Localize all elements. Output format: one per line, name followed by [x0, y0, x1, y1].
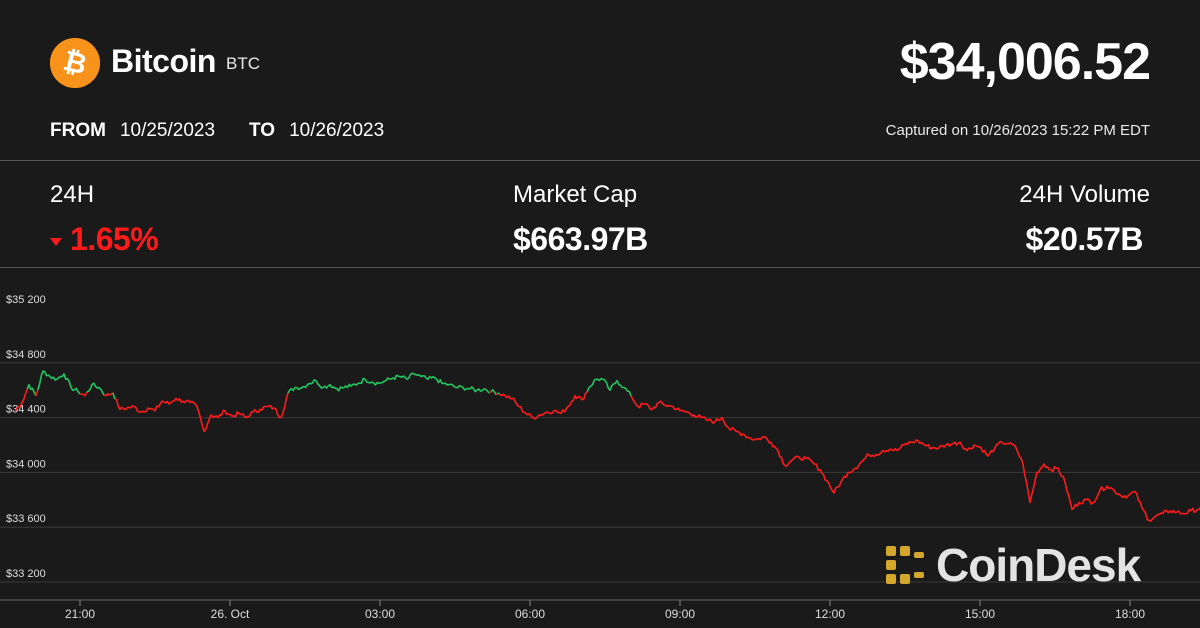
header: ₿ Bitcoin BTC $34,006.52 FROM 10/25/2023… — [0, 0, 1200, 160]
x-tick-label: 12:00 — [815, 607, 845, 621]
change-value: 1.65% — [50, 221, 159, 258]
series-segment-down — [495, 392, 499, 396]
series-segment-down — [499, 391, 588, 420]
divider — [0, 160, 1200, 161]
x-tick-label: 09:00 — [665, 607, 695, 621]
from-date: 10/25/2023 — [119, 120, 216, 141]
divider — [0, 267, 1200, 268]
series-segment-up — [490, 389, 497, 396]
coin-name: Bitcoin — [111, 43, 216, 79]
volume-value: $20.57B — [1025, 221, 1144, 257]
x-tick-label: 03:00 — [365, 607, 395, 621]
from-label: FROM — [50, 120, 106, 141]
y-tick-label: $34 800 — [6, 349, 46, 361]
series-segment-down — [14, 388, 29, 412]
series-segment-down — [35, 389, 39, 396]
y-tick-label: $33 600 — [6, 513, 46, 525]
market-cap-label: Market Cap — [513, 181, 638, 208]
x-tick-label: 21:00 — [65, 607, 95, 621]
series-segment-down — [114, 392, 289, 433]
date-range: FROM 10/25/2023 TO 10/26/2023 — [50, 120, 384, 142]
series-segment-up — [112, 392, 116, 400]
bitcoin-icon: ₿ — [50, 38, 100, 88]
change-label: 24H — [50, 181, 95, 208]
y-tick-label: $33 200 — [6, 568, 46, 580]
x-tick-label: 06:00 — [515, 607, 545, 621]
change-percent: 1.65% — [70, 221, 159, 257]
coin-ticker: BTC — [226, 54, 260, 73]
volume-label: 24H Volume — [1019, 181, 1150, 208]
to-label: TO — [249, 120, 276, 141]
x-axis-labels: 21:00 26. Oct 03:00 06:00 09:00 12:00 15:00 18:… — [0, 599, 1200, 621]
series-segment-down — [79, 391, 88, 397]
series-segment-down — [103, 392, 114, 397]
series-segment-up — [86, 382, 105, 396]
series-segment-down — [630, 395, 1200, 522]
down-triangle-icon — [50, 237, 62, 246]
watermark-text: CoinDesk — [936, 539, 1141, 591]
y-tick-label: $34 000 — [6, 458, 46, 470]
price-chart: $35 200 $34 800 $34 400 $34 000 $33 600 $33 2… — [0, 294, 1200, 621]
series-segment-up — [287, 372, 490, 394]
y-tick-label: $34 400 — [6, 404, 46, 416]
series-segment-up — [26, 383, 37, 397]
series-segment-up — [497, 392, 501, 395]
price-series — [14, 370, 1200, 522]
x-tick-label: 15:00 — [965, 607, 995, 621]
y-axis-labels: $35 200 $34 800 $34 400 $34 000 $33 600 $33 2… — [6, 294, 46, 580]
x-tick-label: 26. Oct — [211, 607, 250, 621]
x-tick-label: 18:00 — [1115, 607, 1145, 621]
series-segment-up — [586, 377, 632, 397]
market-cap-value: $663.97B — [513, 221, 648, 257]
series-segment-up — [37, 370, 81, 395]
captured-timestamp: Captured on 10/26/2023 15:22 PM EDT — [885, 122, 1150, 139]
series-segment-down — [488, 391, 492, 394]
current-price: $34,006.52 — [899, 33, 1151, 91]
coindesk-watermark: CoinDesk — [882, 538, 1141, 592]
coindesk-logo-icon — [886, 546, 924, 584]
y-tick-label: $35 200 — [6, 294, 46, 306]
to-date: 10/26/2023 — [289, 120, 385, 141]
